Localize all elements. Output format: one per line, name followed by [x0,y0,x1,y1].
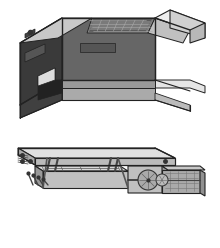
Circle shape [138,170,158,190]
Polygon shape [35,166,43,188]
Polygon shape [155,93,190,111]
Polygon shape [87,18,155,33]
Polygon shape [162,166,205,170]
Polygon shape [18,148,175,158]
Circle shape [156,174,168,186]
Polygon shape [155,80,205,93]
Polygon shape [162,166,170,193]
Polygon shape [128,166,170,193]
Polygon shape [20,18,92,43]
Polygon shape [200,170,205,196]
Polygon shape [25,44,45,62]
Polygon shape [62,18,155,80]
Polygon shape [148,18,190,43]
Polygon shape [35,158,175,165]
Polygon shape [62,80,155,88]
Polygon shape [35,166,128,171]
Polygon shape [43,171,128,188]
Polygon shape [80,43,115,52]
Polygon shape [62,88,155,100]
Polygon shape [190,23,205,43]
Polygon shape [20,18,62,105]
Polygon shape [38,68,55,86]
Polygon shape [20,80,62,118]
Polygon shape [155,10,205,30]
Polygon shape [38,68,62,100]
Polygon shape [162,170,200,193]
Polygon shape [18,148,35,165]
Polygon shape [178,20,190,30]
Polygon shape [170,10,205,38]
Polygon shape [89,20,152,31]
Polygon shape [25,29,35,38]
